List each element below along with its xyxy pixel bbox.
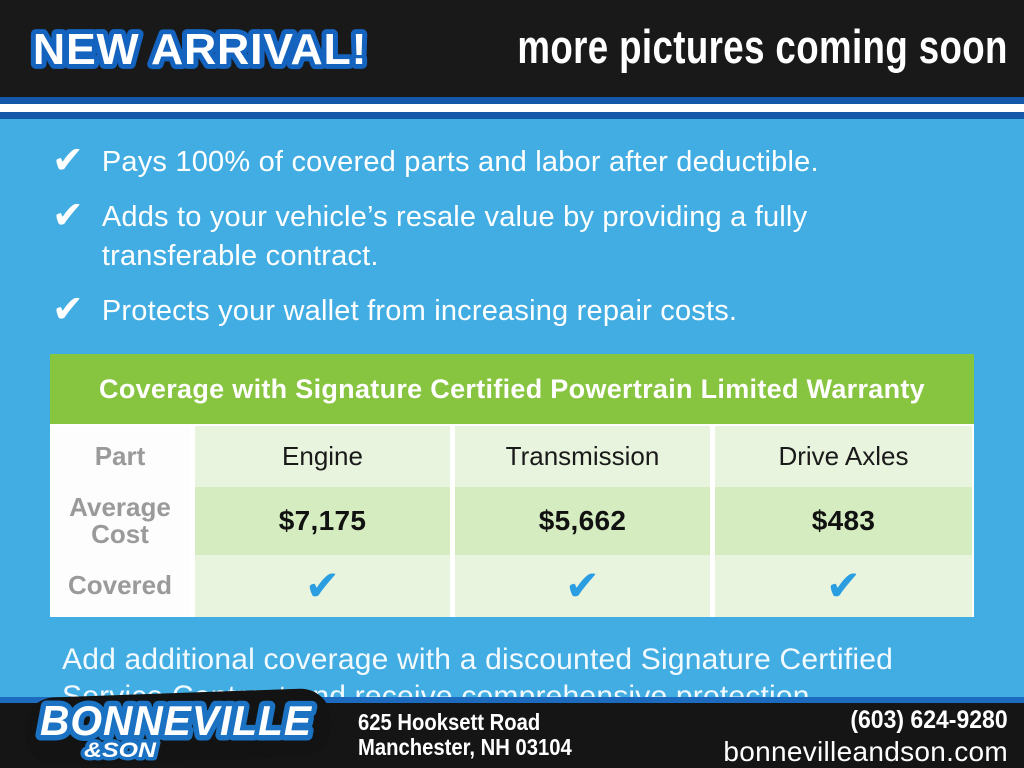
covered-check-icon-drive-axles: ✔ [715, 555, 972, 618]
footer-bar: BONNEVILLE &SON 625 Hooksett Road Manche… [0, 688, 1024, 768]
covered-check-icon-engine: ✔ [195, 555, 450, 618]
logo-primary-text: BONNEVILLE [40, 697, 313, 744]
coverage-table-grid: Part Engine Transmission Drive Axles Ave… [50, 424, 974, 618]
coverage-table-title: Coverage with Signature Certified Powert… [50, 354, 974, 425]
logo-secondary-text: &SON [84, 739, 157, 762]
covered-check-icon-transmission: ✔ [455, 555, 710, 618]
check-icon: ✔ [52, 286, 84, 331]
divider-stripe-middle [0, 104, 1024, 112]
benefit-item-resale-value: ✔ Adds to your vehicle’s resale value by… [52, 193, 984, 275]
footer-accent-stripe [0, 697, 1024, 703]
phone-number: (603) 624-9280 [850, 706, 1008, 734]
part-cell-transmission: Transmission [455, 426, 710, 488]
cost-cell-drive-axles: $483 [715, 487, 972, 556]
benefit-text: Protects your wallet from increasing rep… [101, 294, 738, 327]
benefits-list: ✔ Pays 100% of covered parts and labor a… [0, 119, 1024, 330]
footer: BONNEVILLE &SON 625 Hooksett Road Manche… [0, 688, 1024, 768]
bonneville-and-son-logo: BONNEVILLE &SON [24, 688, 332, 766]
dealer-address: 625 Hooksett Road Manchester, NH 03104 [358, 710, 572, 760]
row-label-covered: Covered [50, 555, 190, 618]
banner-subtitle: more pictures coming soon [517, 20, 1008, 73]
cost-cell-engine: $7,175 [195, 487, 450, 556]
part-cell-engine: Engine [195, 426, 450, 488]
benefit-item-deductible: ✔ Pays 100% of covered parts and labor a… [52, 138, 984, 182]
new-arrival-text: NEW ARRIVAL! [33, 25, 367, 73]
logo-background-blob [24, 688, 332, 766]
row-label-average-cost: Average Cost [50, 487, 190, 556]
service-contract-promo: Add additional coverage with a discounte… [62, 641, 964, 715]
coverage-table: Coverage with Signature Certified Powert… [50, 354, 974, 618]
check-icon: ✔ [52, 138, 84, 182]
benefit-text: Pays 100% of covered parts and labor aft… [101, 146, 819, 178]
benefit-item-repair-costs: ✔ Protects your wallet from increasing r… [52, 286, 984, 331]
dealer-contact: (603) 624-9280 bonnevilleandson.com [723, 706, 1008, 768]
cost-cell-transmission: $5,662 [455, 487, 710, 556]
benefit-text: Adds to your vehicle’s resale value by p… [101, 201, 808, 272]
address-line-1: 625 Hooksett Road [358, 709, 541, 735]
row-label-part: Part [50, 426, 190, 488]
new-arrival-headline: NEW ARRIVAL! [28, 21, 371, 79]
part-cell-drive-axles: Drive Axles [715, 426, 972, 488]
address-line-2: Manchester, NH 03104 [358, 734, 572, 760]
promo-line-1: Add additional coverage with a discounte… [62, 643, 894, 677]
banner: NEW ARRIVAL! more pictures coming soon [0, 0, 1024, 97]
divider-stripe-top [0, 97, 1024, 104]
website-url: bonnevilleandson.com [723, 736, 1008, 767]
divider-stripe-bottom [0, 112, 1024, 119]
check-icon: ✔ [52, 193, 84, 238]
